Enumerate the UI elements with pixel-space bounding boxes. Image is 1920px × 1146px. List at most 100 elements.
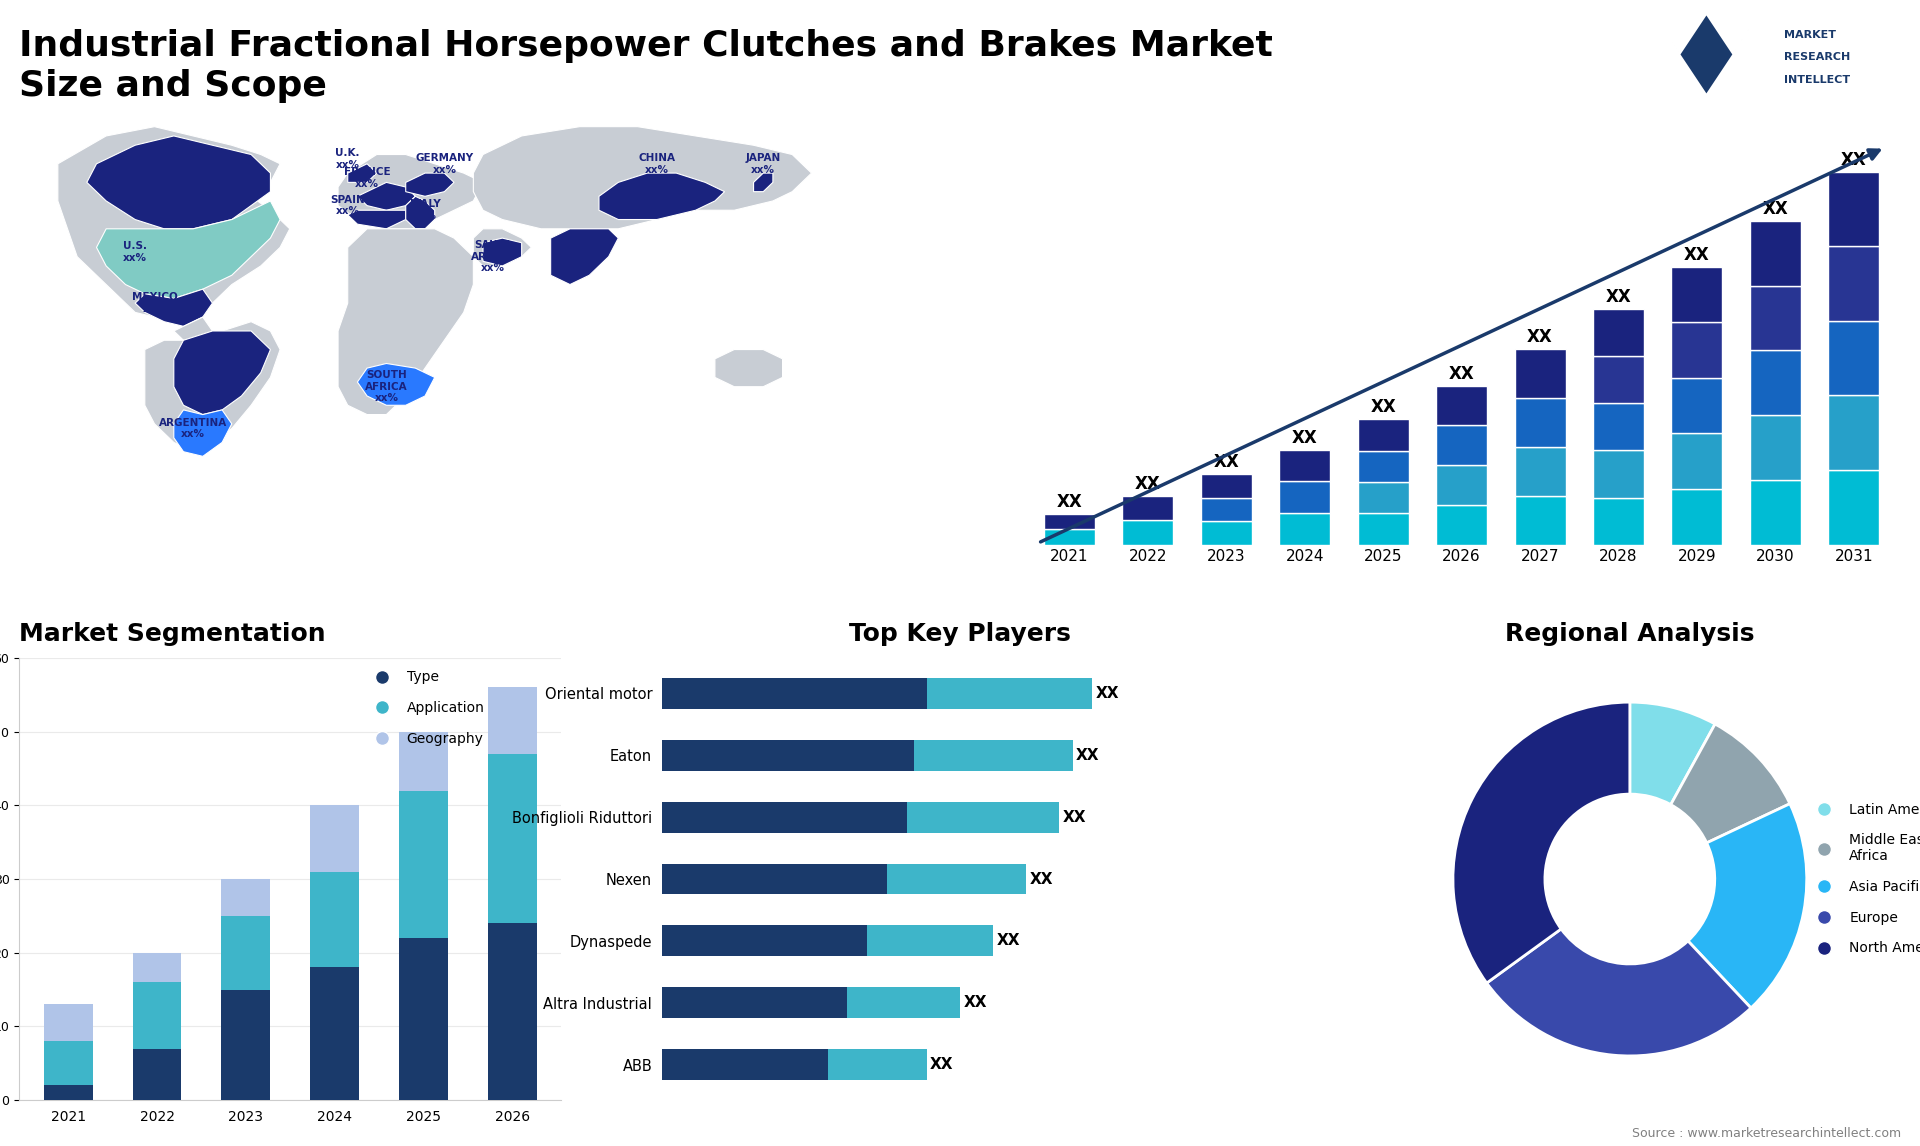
Text: XX: XX <box>1684 245 1709 264</box>
Bar <box>221 916 271 990</box>
Bar <box>662 864 887 895</box>
Bar <box>1828 470 1880 544</box>
Bar <box>488 754 536 924</box>
Bar <box>1828 321 1880 395</box>
Bar <box>1828 395 1880 470</box>
Polygon shape <box>1655 15 1759 93</box>
Bar <box>662 740 914 771</box>
Bar <box>399 731 447 791</box>
Polygon shape <box>134 289 213 327</box>
Text: XX: XX <box>1056 493 1083 511</box>
Text: XX: XX <box>1135 474 1162 493</box>
Wedge shape <box>1630 702 1715 804</box>
Wedge shape <box>1670 724 1789 842</box>
Bar <box>662 864 1025 895</box>
Polygon shape <box>357 182 415 210</box>
Bar <box>1672 378 1722 433</box>
Text: XX: XX <box>1450 364 1475 383</box>
Polygon shape <box>175 331 271 415</box>
Polygon shape <box>474 127 812 229</box>
Polygon shape <box>338 155 484 229</box>
Bar <box>1357 419 1409 450</box>
Text: MEXICO
xx%: MEXICO xx% <box>132 292 177 314</box>
Bar <box>1436 386 1488 425</box>
Polygon shape <box>599 173 724 220</box>
Text: CHINA
xx%: CHINA xx% <box>639 154 676 174</box>
Polygon shape <box>348 164 376 182</box>
Bar <box>662 987 847 1018</box>
Text: BRAZIL
xx%: BRAZIL xx% <box>192 362 234 384</box>
Bar <box>1594 403 1644 450</box>
Bar <box>1594 497 1644 544</box>
Bar <box>399 791 447 939</box>
Text: Market Segmentation: Market Segmentation <box>19 622 326 646</box>
Text: Source : www.marketresearchintellect.com: Source : www.marketresearchintellect.com <box>1632 1128 1901 1140</box>
Polygon shape <box>175 317 213 340</box>
Text: XX: XX <box>1096 686 1119 701</box>
Bar <box>44 1004 92 1042</box>
Text: XX: XX <box>1526 328 1553 346</box>
Bar <box>1515 398 1565 447</box>
Bar <box>662 678 1092 709</box>
Bar <box>132 982 180 1049</box>
Bar <box>1123 520 1173 544</box>
Text: XX: XX <box>1763 199 1788 218</box>
Bar <box>662 802 1060 833</box>
Bar <box>1672 267 1722 322</box>
Bar <box>1828 172 1880 246</box>
Polygon shape <box>144 322 280 452</box>
Bar <box>488 688 536 754</box>
Bar <box>1123 496 1173 520</box>
Bar <box>221 990 271 1100</box>
Bar <box>1515 350 1565 398</box>
Bar <box>1436 465 1488 505</box>
Text: Industrial Fractional Horsepower Clutches and Brakes Market
Size and Scope: Industrial Fractional Horsepower Clutche… <box>19 29 1273 103</box>
Text: XX: XX <box>1075 748 1100 763</box>
Bar <box>1044 529 1094 544</box>
Text: INDIA
xx%: INDIA xx% <box>563 246 597 267</box>
Bar <box>662 926 993 957</box>
Text: MARKET: MARKET <box>1784 30 1836 40</box>
Text: U.K.
xx%: U.K. xx% <box>336 148 359 170</box>
Text: XX: XX <box>929 1057 954 1073</box>
Legend: Type, Application, Geography: Type, Application, Geography <box>363 665 490 752</box>
Text: XX: XX <box>1841 151 1866 168</box>
Wedge shape <box>1688 803 1807 1008</box>
Bar <box>1594 450 1644 497</box>
Title: Regional Analysis: Regional Analysis <box>1505 622 1755 646</box>
Text: SAUDI
ARABIA
xx%: SAUDI ARABIA xx% <box>470 240 515 273</box>
Title: Top Key Players: Top Key Players <box>849 622 1071 646</box>
Bar <box>311 806 359 872</box>
Bar <box>1828 246 1880 321</box>
Polygon shape <box>175 410 232 456</box>
Text: JAPAN
xx%: JAPAN xx% <box>745 154 781 174</box>
Polygon shape <box>405 173 453 196</box>
Bar <box>221 879 271 916</box>
Polygon shape <box>753 173 774 191</box>
Bar <box>44 1042 92 1085</box>
Text: XX: XX <box>1213 454 1238 471</box>
Bar <box>132 1049 180 1100</box>
Bar <box>1200 497 1252 521</box>
Bar <box>662 926 868 957</box>
Text: SPAIN
xx%: SPAIN xx% <box>330 195 365 217</box>
Text: GERMANY
xx%: GERMANY xx% <box>415 154 474 174</box>
Text: CANADA
xx%: CANADA xx% <box>159 148 207 170</box>
Bar <box>1200 474 1252 497</box>
Bar <box>1515 447 1565 496</box>
Polygon shape <box>348 210 405 229</box>
Bar <box>1357 513 1409 544</box>
Polygon shape <box>405 196 434 229</box>
Bar <box>1594 309 1644 356</box>
Bar <box>662 1049 927 1080</box>
Text: ITALY
xx%: ITALY xx% <box>409 199 440 221</box>
Bar <box>44 1085 92 1100</box>
Bar <box>662 1049 828 1080</box>
Legend: Latin America, Middle East &
Africa, Asia Pacific, Europe, North America: Latin America, Middle East & Africa, Asi… <box>1805 798 1920 961</box>
Bar <box>662 987 960 1018</box>
Bar <box>662 678 927 709</box>
Text: ARGENTINA
xx%: ARGENTINA xx% <box>159 417 227 439</box>
Wedge shape <box>1453 702 1630 983</box>
Bar <box>311 967 359 1100</box>
Polygon shape <box>484 238 522 266</box>
